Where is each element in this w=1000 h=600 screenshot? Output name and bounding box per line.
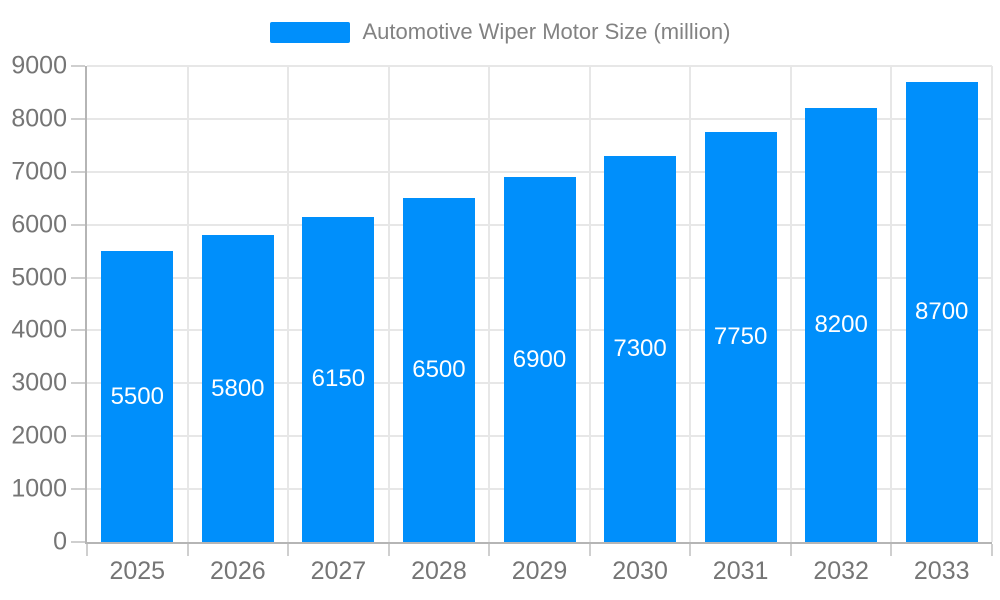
legend-item[interactable]: Automotive Wiper Motor Size (million) [0,21,1000,43]
vertical-gridline [588,66,591,542]
y-axis-label: 6000 [11,210,67,239]
x-axis-tick [387,544,390,556]
x-axis-tick [588,544,591,556]
bar[interactable]: 8200 [805,108,878,542]
x-axis-line [85,542,992,544]
y-axis-tick [71,223,85,226]
bar[interactable]: 6150 [302,216,375,542]
x-axis-label: 2028 [411,557,467,585]
vertical-gridline [689,66,692,542]
vertical-gridline [488,66,491,542]
y-axis-tick [71,117,85,120]
vertical-gridline [789,66,792,542]
x-axis-tick [488,544,491,556]
y-axis-tick [71,541,85,543]
y-axis-label: 0 [53,527,67,556]
y-axis-tick [71,435,85,438]
x-axis-label: 2033 [913,557,970,585]
x-axis-label: 2029 [511,557,568,585]
legend-swatch [269,21,350,43]
y-axis-label: 4000 [11,315,67,344]
bar-value-label: 6900 [512,345,567,373]
y-axis-label: 3000 [11,368,67,397]
vertical-gridline [287,66,290,542]
y-axis-label: 9000 [11,51,67,80]
vertical-gridline [991,66,993,542]
x-axis-tick [789,544,792,556]
y-axis-tick [71,170,85,173]
bar-value-label: 6500 [412,356,466,384]
x-axis-label: 2030 [612,557,668,585]
y-axis-tick [71,488,85,491]
x-axis-label: 2032 [813,557,869,585]
bar[interactable]: 7750 [704,132,777,542]
y-axis-tick [71,65,85,67]
vertical-gridline [387,66,390,542]
y-axis-label: 5000 [11,263,67,292]
legend-label: Automotive Wiper Motor Size (million) [362,19,731,44]
bar[interactable]: 6500 [402,198,475,542]
horizontal-gridline [87,65,992,67]
bar-value-label: 5500 [110,382,164,410]
horizontal-gridline [87,170,992,173]
y-axis-tick [71,276,85,279]
plot-area: 0 1000 2000 3000 4000 5000 6000 7000 8000 9000 550… [11,53,993,584]
bar-value-label: 6150 [311,365,366,393]
bar-value-label: 8700 [915,297,969,325]
bar-value-label: 7300 [613,334,667,362]
y-axis-tick [71,382,85,385]
bar[interactable]: 5800 [201,235,274,542]
horizontal-gridline [87,117,992,120]
vertical-gridline [890,66,893,542]
bar[interactable]: 5500 [101,251,174,542]
y-axis-label: 8000 [11,104,67,133]
vertical-gridline [186,66,189,542]
x-axis-tick [689,544,692,556]
bar[interactable]: 7300 [604,155,677,542]
y-axis-line [85,66,87,544]
x-axis-label: 2031 [712,557,769,585]
x-axis-tick [991,544,993,556]
bar-value-label: 5800 [211,374,265,402]
bar[interactable]: 6900 [503,177,576,542]
x-axis-label: 2026 [210,557,266,585]
x-axis-tick [186,544,189,556]
bar-value-label: 7750 [713,323,768,351]
y-axis-tick [71,329,85,332]
y-axis-label: 1000 [11,474,67,503]
x-axis-tick [86,544,88,556]
bar[interactable]: 8700 [905,81,978,542]
y-axis-label: 2000 [11,421,67,450]
x-axis-label: 2025 [109,557,166,585]
x-axis-label: 2027 [310,557,367,585]
x-axis-tick [287,544,290,556]
bar-value-label: 8200 [814,311,868,339]
x-axis-tick [890,544,893,556]
y-axis-label: 7000 [11,157,67,186]
